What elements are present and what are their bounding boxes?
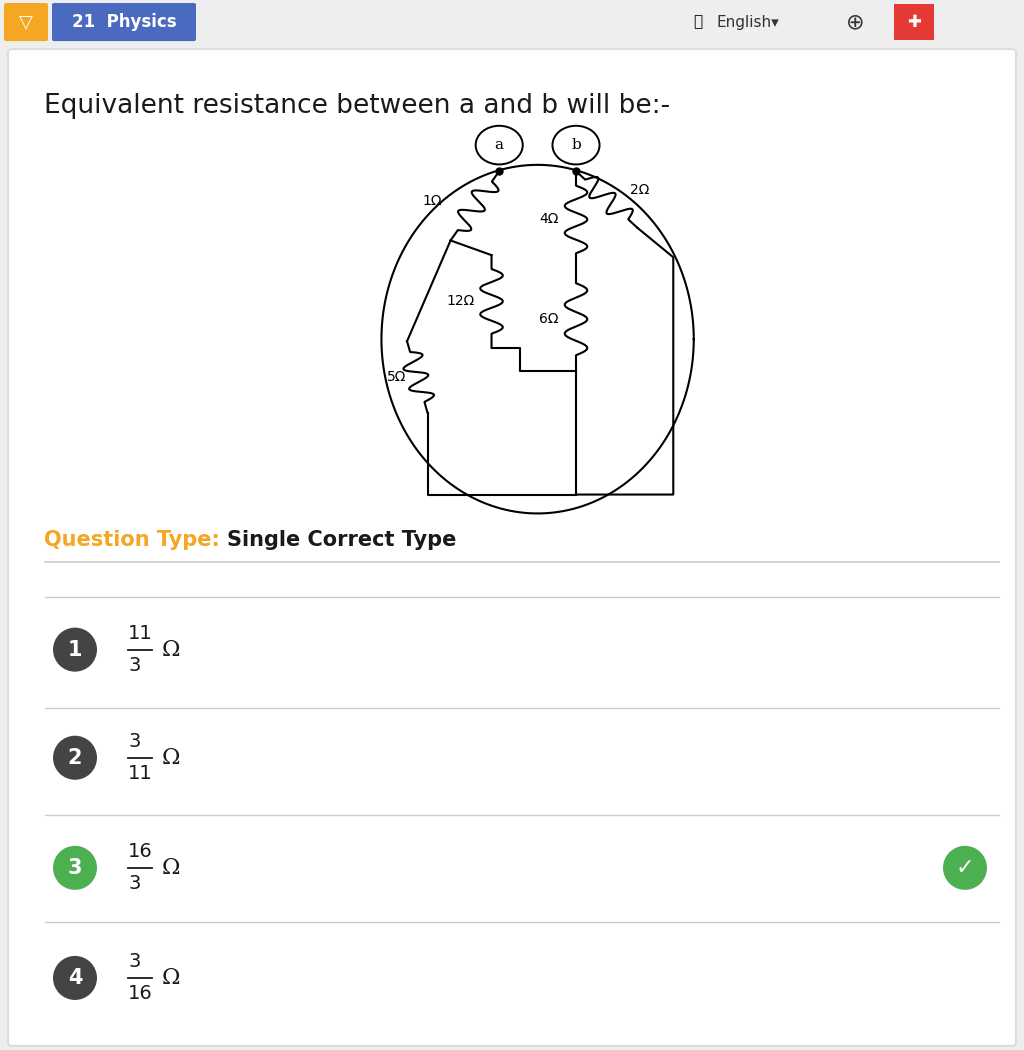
Text: 12Ω: 12Ω [446, 294, 475, 309]
Circle shape [53, 736, 97, 780]
Text: Ω: Ω [162, 967, 180, 989]
Text: 3: 3 [128, 952, 140, 971]
Text: b: b [571, 139, 581, 152]
Text: English▾: English▾ [717, 15, 779, 29]
Text: 🌐: 🌐 [693, 15, 702, 29]
Text: ▽: ▽ [19, 13, 33, 32]
FancyBboxPatch shape [8, 49, 1016, 1046]
Text: 3: 3 [128, 656, 140, 675]
Text: 3: 3 [128, 875, 140, 894]
Text: Ω: Ω [162, 638, 180, 660]
FancyBboxPatch shape [4, 3, 48, 41]
Text: ✓: ✓ [955, 858, 974, 878]
Text: 1: 1 [68, 639, 82, 659]
Text: 3: 3 [128, 732, 140, 751]
Text: 6Ω: 6Ω [539, 313, 559, 327]
Text: 2: 2 [68, 748, 82, 768]
Text: 16: 16 [128, 985, 153, 1004]
Circle shape [943, 846, 987, 889]
Text: 11: 11 [128, 624, 153, 644]
Text: 2Ω: 2Ω [631, 183, 649, 197]
Text: Equivalent resistance between a and b will be:-: Equivalent resistance between a and b wi… [44, 93, 670, 119]
Text: 4Ω: 4Ω [540, 212, 558, 227]
Text: 4: 4 [68, 968, 82, 988]
Text: Ω: Ω [162, 747, 180, 769]
FancyBboxPatch shape [894, 4, 934, 40]
Circle shape [53, 628, 97, 672]
Text: Single Correct Type: Single Correct Type [227, 529, 457, 549]
Text: Question Type:: Question Type: [44, 529, 220, 549]
Text: 16: 16 [128, 842, 153, 861]
Text: Ω: Ω [162, 857, 180, 879]
Text: a: a [495, 139, 504, 152]
Text: 5Ω: 5Ω [387, 370, 407, 384]
Text: ✚: ✚ [907, 13, 921, 32]
Text: 21  Physics: 21 Physics [72, 13, 176, 32]
Text: 1Ω: 1Ω [423, 193, 442, 208]
Text: 3: 3 [68, 858, 82, 878]
Text: ⊕: ⊕ [846, 12, 864, 33]
FancyBboxPatch shape [52, 3, 196, 41]
Circle shape [53, 956, 97, 1000]
Circle shape [53, 846, 97, 889]
Text: 11: 11 [128, 764, 153, 783]
